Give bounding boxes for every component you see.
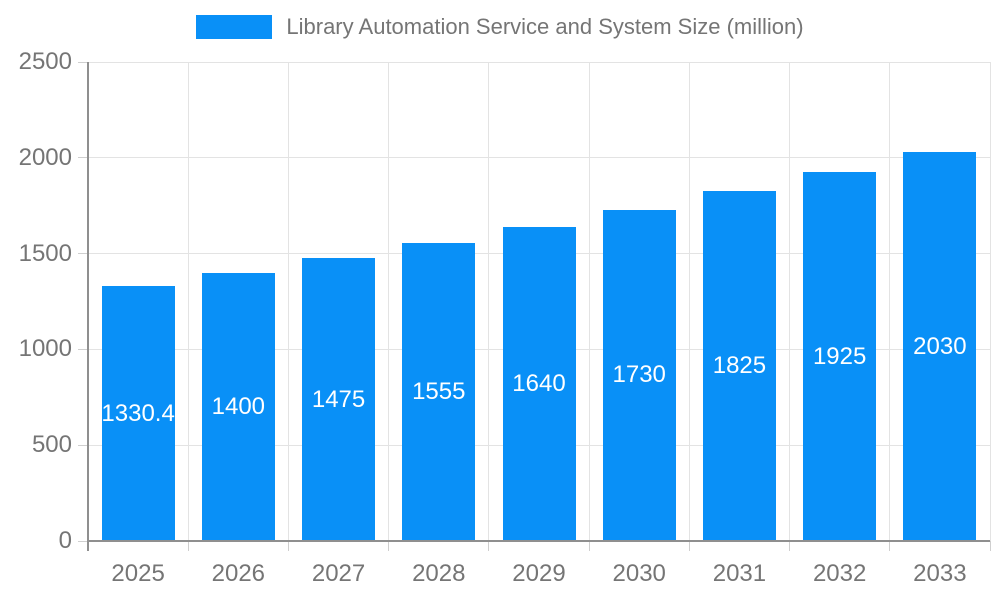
legend-swatch — [196, 15, 273, 39]
bar: 1555 — [402, 243, 476, 541]
x-gridline — [388, 62, 390, 541]
x-gridline — [889, 62, 891, 541]
y-tick — [78, 444, 88, 446]
x-axis-label: 2030 — [612, 560, 666, 587]
y-gridline — [88, 61, 990, 63]
bar: 1730 — [602, 209, 676, 541]
bar-value-label: 1825 — [712, 352, 767, 380]
x-axis-label: 2027 — [311, 560, 366, 587]
x-gridline — [688, 62, 690, 541]
bar: 1330.4 — [101, 286, 175, 541]
x-axis-line — [87, 540, 990, 542]
chart-legend: Library Automation Service and System Si… — [0, 14, 1000, 40]
bar-value-label: 1730 — [612, 361, 666, 389]
x-gridline — [187, 62, 189, 541]
x-tick — [488, 541, 490, 551]
y-axis-label: 0 — [58, 527, 72, 554]
bar: 1475 — [302, 258, 376, 541]
x-axis-label: 2031 — [712, 560, 767, 587]
x-tick — [588, 541, 590, 551]
x-axis-label: 2033 — [913, 560, 967, 587]
bar-value-label: 1640 — [512, 369, 566, 397]
y-tick — [78, 540, 88, 542]
y-axis-label: 500 — [31, 431, 72, 459]
x-axis-label: 2028 — [412, 560, 466, 587]
y-axis-label: 2000 — [18, 143, 72, 171]
y-axis-line — [87, 62, 89, 551]
x-gridline — [789, 62, 791, 541]
x-tick — [287, 541, 289, 551]
x-tick — [889, 541, 891, 551]
x-tick — [187, 541, 189, 551]
bar-value-label: 2030 — [913, 332, 967, 360]
x-gridline — [287, 62, 289, 541]
x-axis-label: 2029 — [512, 560, 566, 587]
y-axis-label: 1500 — [18, 239, 72, 267]
bar-value-label: 1475 — [311, 385, 366, 413]
bar-value-label: 1555 — [412, 378, 466, 406]
bar: 1825 — [702, 191, 776, 541]
bar: 2030 — [903, 152, 977, 541]
chart-title: Library Automation Service and System Si… — [286, 14, 804, 39]
x-tick — [388, 541, 390, 551]
x-axis-label: 2032 — [812, 560, 867, 587]
y-axis-label: 1000 — [18, 335, 72, 363]
y-tick — [78, 157, 88, 159]
x-tick — [688, 541, 690, 551]
y-tick — [78, 61, 88, 63]
x-gridline — [588, 62, 590, 541]
y-axis-label: 2500 — [18, 48, 72, 75]
x-axis-label: 2025 — [111, 560, 165, 587]
x-axis-label: 2026 — [211, 560, 266, 587]
y-gridline — [88, 157, 990, 159]
x-gridline — [989, 62, 991, 541]
x-gridline — [488, 62, 490, 541]
x-tick — [989, 541, 991, 551]
bar: 1925 — [803, 172, 877, 541]
y-tick — [78, 253, 88, 255]
bar: 1400 — [201, 272, 275, 541]
y-tick — [78, 348, 88, 350]
bar-value-label: 1330.4 — [101, 399, 175, 427]
bar-value-label: 1925 — [812, 342, 867, 370]
x-tick — [789, 541, 791, 551]
bar-value-label: 1400 — [211, 392, 266, 420]
bar: 1640 — [502, 226, 576, 541]
